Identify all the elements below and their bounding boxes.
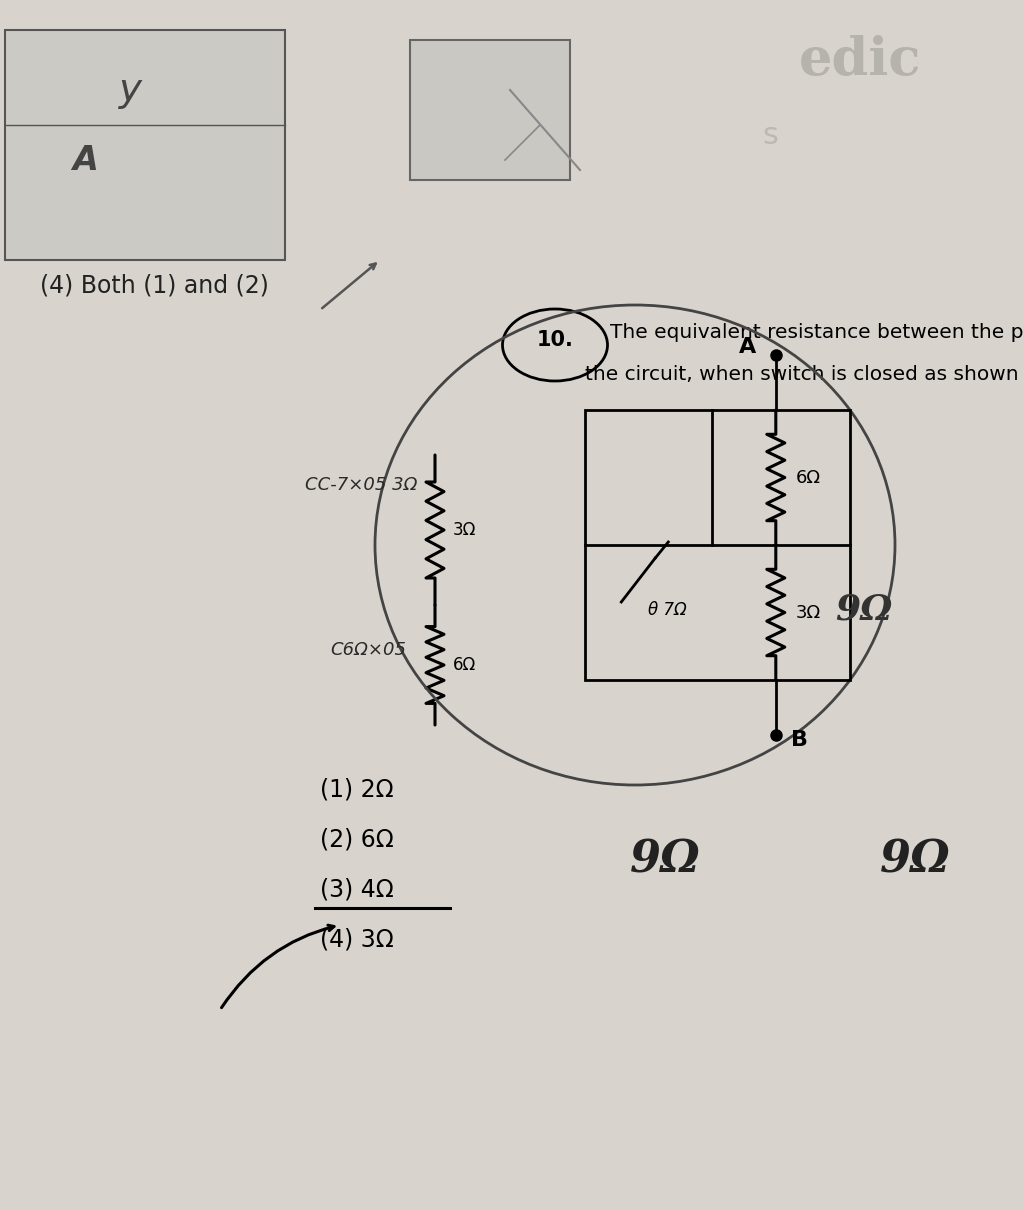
Text: 10.: 10.	[537, 330, 573, 350]
Bar	[410, 40, 570, 180]
Text: (1) 2Ω: (1) 2Ω	[319, 778, 393, 802]
Text: (2) 6Ω: (2) 6Ω	[319, 828, 394, 852]
Text: 6Ω: 6Ω	[453, 656, 476, 674]
Text: 6Ω: 6Ω	[796, 468, 821, 486]
Bar	[585, 410, 850, 680]
Text: s: s	[762, 121, 778, 150]
Text: A: A	[72, 144, 98, 177]
Text: (4) Both (1) and (2): (4) Both (1) and (2)	[40, 273, 269, 296]
Text: CC-7×05 3Ω: CC-7×05 3Ω	[305, 476, 418, 494]
Text: the circuit, when switch is closed as shown in figure is: the circuit, when switch is closed as sh…	[585, 365, 1024, 385]
Text: (3) 4Ω: (3) 4Ω	[319, 878, 394, 901]
Text: 9Ω: 9Ω	[630, 839, 700, 882]
Text: A: A	[738, 338, 756, 357]
Text: The equivalent resistance between the point A and B of: The equivalent resistance between the po…	[610, 323, 1024, 341]
Text: 9Ω: 9Ω	[835, 593, 892, 627]
Text: 3Ω: 3Ω	[796, 604, 821, 622]
Text: y: y	[119, 71, 141, 109]
Text: θ 7Ω: θ 7Ω	[648, 601, 687, 620]
Text: 3Ω: 3Ω	[453, 522, 476, 538]
Text: B: B	[791, 730, 808, 750]
Text: edic: edic	[799, 35, 922, 86]
Text: (4) 3Ω: (4) 3Ω	[319, 928, 394, 952]
Bar	[5, 30, 285, 260]
Text: C6Ω×05: C6Ω×05	[330, 641, 406, 659]
Text: 9Ω: 9Ω	[880, 839, 950, 882]
